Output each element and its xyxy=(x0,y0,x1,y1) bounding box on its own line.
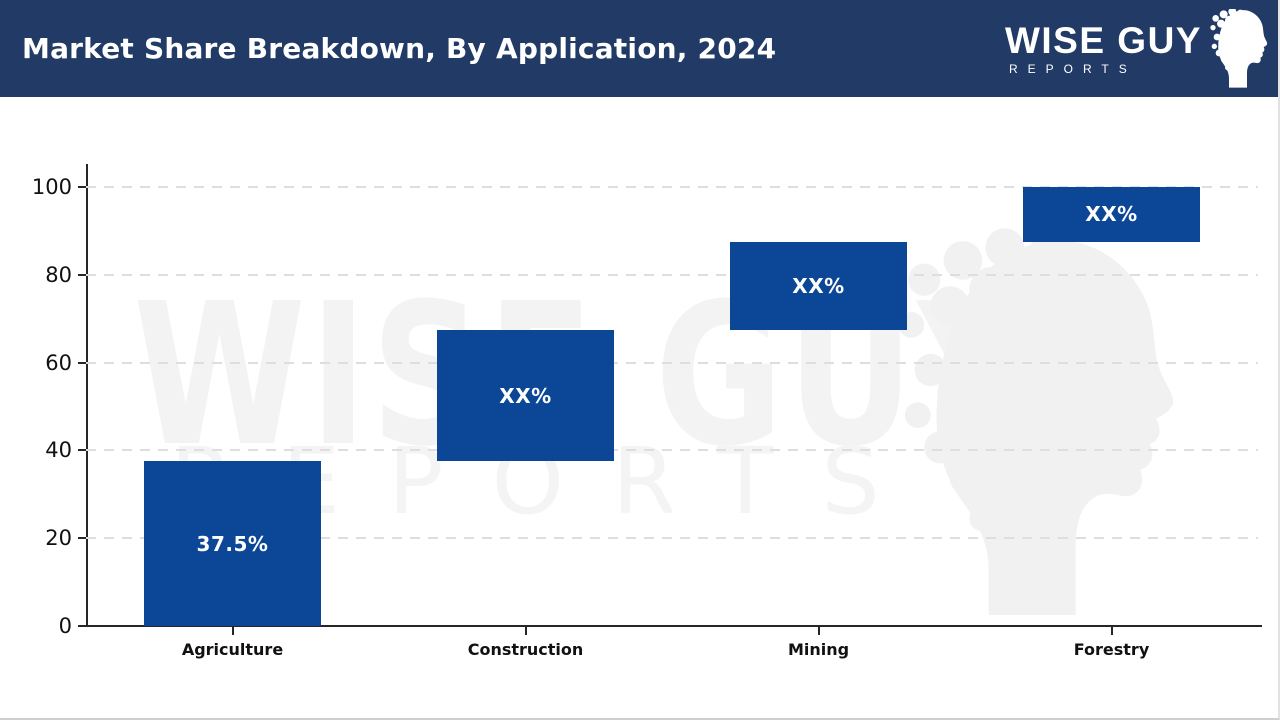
watermark-head-icon xyxy=(898,228,1174,615)
bar-value-label: 37.5% xyxy=(196,531,269,556)
bar: XX% xyxy=(1023,187,1200,242)
brand-logo: WISE GUY REPORTS xyxy=(1005,6,1270,92)
gridline xyxy=(86,186,1258,188)
x-tick xyxy=(524,627,527,635)
brand-wordmark: WISE GUY REPORTS xyxy=(1004,20,1202,76)
y-tick xyxy=(78,361,86,364)
x-tick xyxy=(1110,627,1113,635)
y-tick xyxy=(78,273,86,276)
bar: XX% xyxy=(730,241,907,330)
bar: XX% xyxy=(437,329,614,462)
y-tick-label: 40 xyxy=(45,438,72,463)
gridline xyxy=(86,449,1258,452)
y-tick xyxy=(78,186,86,188)
y-tick-label: 0 xyxy=(58,614,72,638)
y-tick-label: 80 xyxy=(45,262,72,287)
x-tick xyxy=(817,627,820,635)
y-tick xyxy=(78,625,86,627)
x-category-label: Construction xyxy=(467,640,584,659)
y-axis-spine xyxy=(86,164,88,627)
page-title: Market Share Breakdown, By Application, … xyxy=(22,32,777,65)
y-tick-label: 20 xyxy=(45,526,72,551)
header: Market Share Breakdown, By Application, … xyxy=(0,0,1278,97)
brand-wordmark-line1: WISE GUY xyxy=(1004,20,1202,62)
brand-wordmark-line2: REPORTS xyxy=(1008,61,1137,76)
y-tick-label: 60 xyxy=(45,350,72,375)
y-tick-label: 100 xyxy=(31,175,72,199)
bar-value-label: XX% xyxy=(1085,202,1138,227)
gridline xyxy=(86,361,1258,364)
bar-value-label: XX% xyxy=(792,273,845,298)
x-category-label: Mining xyxy=(787,640,850,659)
x-axis-spine xyxy=(86,625,1262,627)
y-tick xyxy=(78,449,86,452)
gridline xyxy=(86,273,1258,276)
bar: 37.5% xyxy=(144,461,321,626)
y-tick xyxy=(78,537,86,540)
x-category-label: Forestry xyxy=(1073,640,1150,659)
bar-value-label: XX% xyxy=(499,383,552,408)
x-tick xyxy=(231,627,234,635)
x-category-label: Agriculture xyxy=(181,640,284,659)
gridline xyxy=(86,537,1258,540)
brand-head-icon xyxy=(1210,9,1268,88)
